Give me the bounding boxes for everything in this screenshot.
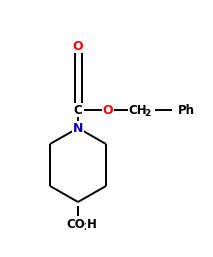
Text: CH: CH [129, 104, 147, 116]
Text: H: H [87, 217, 97, 231]
Text: Ph: Ph [178, 104, 195, 116]
Text: C: C [74, 104, 82, 116]
Text: N: N [73, 122, 83, 134]
Text: 2: 2 [144, 108, 150, 117]
Text: 2: 2 [83, 223, 89, 232]
Text: CO: CO [67, 217, 85, 231]
Text: O: O [103, 104, 113, 116]
Text: O: O [73, 40, 83, 52]
